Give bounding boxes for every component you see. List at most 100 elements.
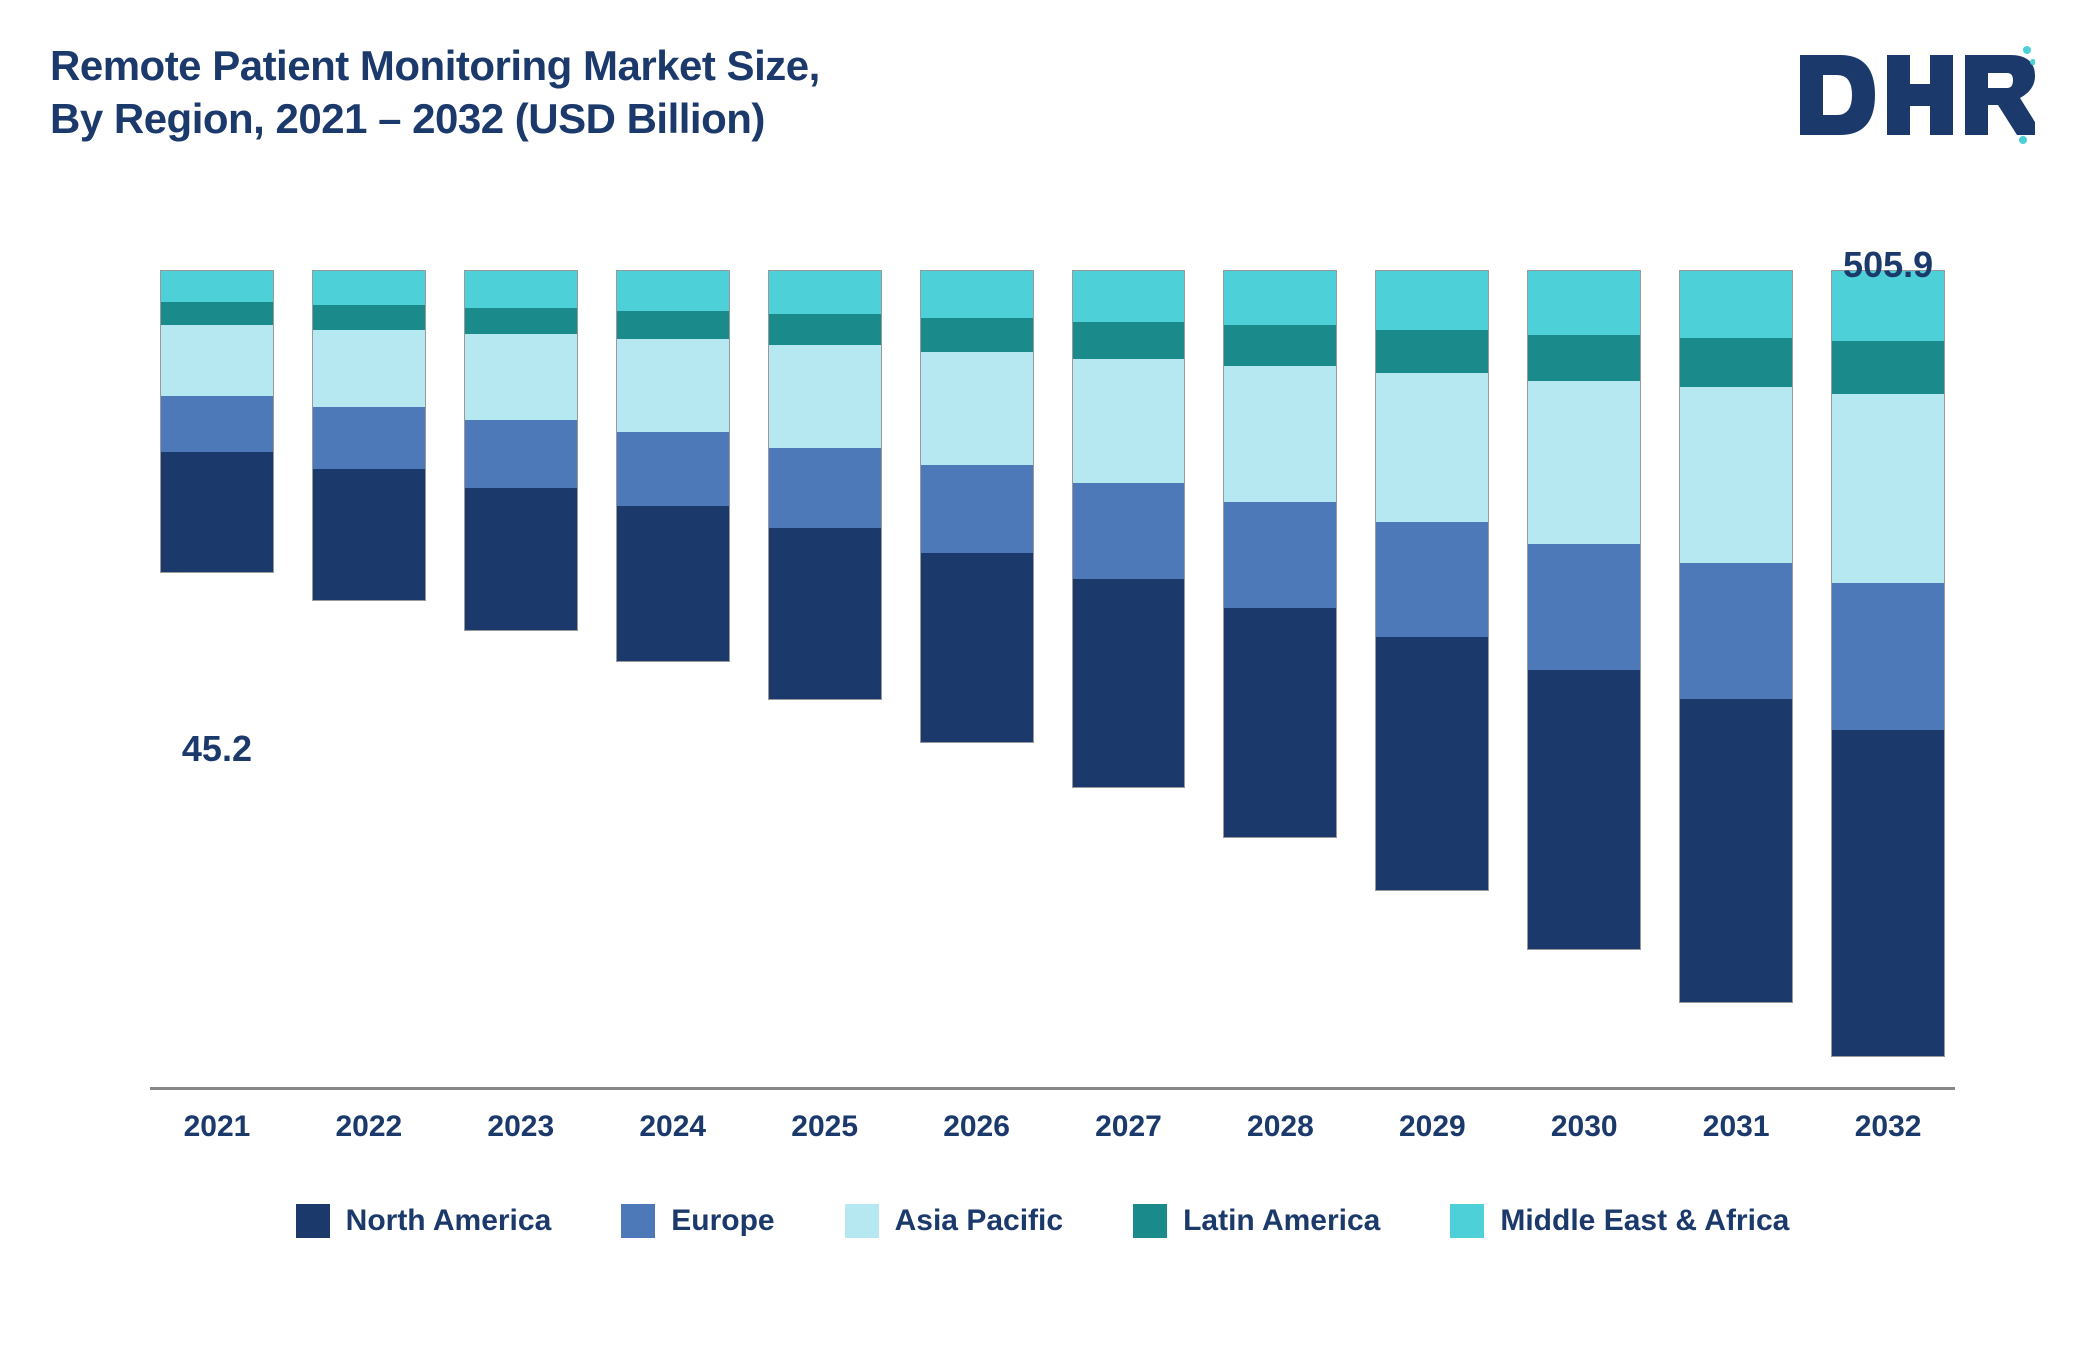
bar-segment bbox=[1073, 271, 1185, 322]
title-line-2: By Region, 2021 – 2032 (USD Billion) bbox=[50, 93, 820, 146]
x-axis-label: 2022 bbox=[312, 1110, 426, 1144]
bar-segment bbox=[1224, 366, 1336, 502]
bar-segment bbox=[1528, 335, 1640, 382]
bar-group bbox=[464, 270, 578, 1087]
bar-segment bbox=[1832, 583, 1944, 730]
bar-segment bbox=[617, 339, 729, 432]
bar-segment bbox=[313, 305, 425, 330]
dhr-logo bbox=[1795, 40, 2035, 150]
title-line-1: Remote Patient Monitoring Market Size, bbox=[50, 40, 820, 93]
bar-group bbox=[616, 270, 730, 1087]
bar-group bbox=[1072, 270, 1186, 1087]
legend-item: Europe bbox=[621, 1204, 774, 1238]
legend-item: Asia Pacific bbox=[845, 1204, 1063, 1238]
stacked-bar bbox=[1223, 270, 1337, 838]
bar-group bbox=[1375, 270, 1489, 1087]
legend-item: North America bbox=[296, 1204, 552, 1238]
stacked-bar bbox=[1831, 270, 1945, 1057]
bar-segment bbox=[1376, 330, 1488, 373]
bars-container: 45.2505.9 bbox=[150, 270, 1955, 1090]
x-axis-label: 2023 bbox=[464, 1110, 578, 1144]
bar-segment bbox=[1528, 544, 1640, 670]
legend-label: North America bbox=[346, 1204, 552, 1238]
bar-segment bbox=[161, 325, 273, 396]
stacked-bar bbox=[1527, 270, 1641, 950]
bar-segment bbox=[921, 465, 1033, 553]
legend-item: Latin America bbox=[1133, 1204, 1380, 1238]
legend-label: Middle East & Africa bbox=[1500, 1204, 1789, 1238]
bar-segment bbox=[921, 352, 1033, 465]
bar-segment bbox=[313, 469, 425, 600]
bar-segment bbox=[1376, 637, 1488, 890]
chart-title: Remote Patient Monitoring Market Size, B… bbox=[50, 40, 820, 145]
bar-value-label: 505.9 bbox=[1843, 244, 1933, 286]
x-axis-label: 2032 bbox=[1831, 1110, 1945, 1144]
legend-label: Asia Pacific bbox=[895, 1204, 1063, 1238]
bar-segment bbox=[1528, 670, 1640, 949]
x-axis-label: 2025 bbox=[768, 1110, 882, 1144]
bar-segment bbox=[1528, 381, 1640, 544]
bar-segment bbox=[617, 506, 729, 661]
bar-group bbox=[1527, 270, 1641, 1087]
stacked-bar bbox=[464, 270, 578, 631]
legend-swatch bbox=[845, 1204, 879, 1238]
bar-group bbox=[768, 270, 882, 1087]
legend-swatch bbox=[1450, 1204, 1484, 1238]
stacked-bar bbox=[768, 270, 882, 700]
bar-segment bbox=[1073, 322, 1185, 359]
bar-segment bbox=[1224, 271, 1336, 325]
bar-segment bbox=[465, 488, 577, 630]
bar-segment bbox=[161, 452, 273, 573]
legend-item: Middle East & Africa bbox=[1450, 1204, 1789, 1238]
bar-group: 45.2 bbox=[160, 270, 274, 1087]
stacked-bar bbox=[1679, 270, 1793, 1003]
bar-segment bbox=[1073, 483, 1185, 579]
stacked-bar bbox=[160, 270, 274, 573]
bar-segment bbox=[921, 553, 1033, 742]
bar-segment bbox=[921, 318, 1033, 352]
bar-segment bbox=[1680, 563, 1792, 700]
stacked-bar bbox=[1072, 270, 1186, 788]
x-axis-label: 2029 bbox=[1375, 1110, 1489, 1144]
bar-segment bbox=[769, 271, 881, 314]
chart-legend: North America Europe Asia Pacific Latin Ame… bbox=[50, 1204, 2035, 1238]
chart-header: Remote Patient Monitoring Market Size, B… bbox=[50, 40, 2035, 150]
bar-segment bbox=[1224, 325, 1336, 365]
bar-segment bbox=[617, 311, 729, 339]
bar-segment bbox=[1680, 338, 1792, 388]
bar-segment bbox=[1832, 341, 1944, 394]
bar-segment bbox=[769, 528, 881, 698]
bar-segment bbox=[1832, 730, 1944, 1056]
legend-swatch bbox=[621, 1204, 655, 1238]
bar-segment bbox=[465, 271, 577, 308]
stacked-bar bbox=[312, 270, 426, 601]
bar-segment bbox=[1680, 699, 1792, 1002]
bar-value-label: 45.2 bbox=[182, 728, 252, 770]
bar-segment bbox=[1376, 271, 1488, 330]
bar-segment bbox=[1073, 359, 1185, 483]
bar-segment bbox=[313, 407, 425, 469]
bar-segment bbox=[1224, 502, 1336, 607]
chart-plot-area: 45.2505.9 bbox=[150, 270, 1955, 1090]
bar-segment bbox=[1528, 271, 1640, 335]
bar-segment bbox=[465, 420, 577, 488]
x-axis-label: 2024 bbox=[616, 1110, 730, 1144]
x-axis-label: 2028 bbox=[1223, 1110, 1337, 1144]
bar-segment bbox=[1376, 522, 1488, 637]
bar-segment bbox=[161, 302, 273, 325]
bar-group bbox=[1223, 270, 1337, 1087]
legend-swatch bbox=[1133, 1204, 1167, 1238]
bar-segment bbox=[313, 330, 425, 407]
bar-segment bbox=[921, 271, 1033, 317]
legend-label: Europe bbox=[671, 1204, 774, 1238]
bar-segment bbox=[161, 271, 273, 302]
bar-segment bbox=[1224, 608, 1336, 838]
bar-group bbox=[312, 270, 426, 1087]
bar-segment bbox=[1832, 394, 1944, 583]
bar-segment bbox=[313, 271, 425, 305]
bar-segment bbox=[769, 448, 881, 529]
x-axis-label: 2031 bbox=[1679, 1110, 1793, 1144]
bar-segment bbox=[1376, 373, 1488, 522]
bar-segment bbox=[769, 314, 881, 345]
x-axis-label: 2027 bbox=[1072, 1110, 1186, 1144]
